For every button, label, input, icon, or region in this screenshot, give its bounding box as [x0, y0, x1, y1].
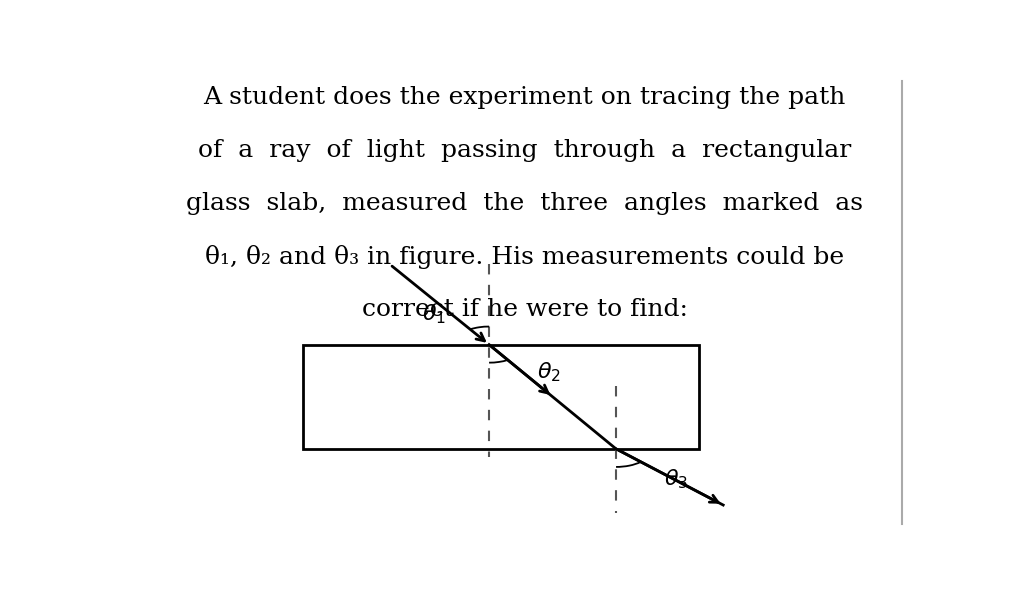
Text: glass  slab,  measured  the  three  angles  marked  as: glass slab, measured the three angles ma… — [186, 192, 863, 215]
Text: of  a  ray  of  light  passing  through  a  rectangular: of a ray of light passing through a rect… — [199, 139, 851, 162]
Text: $\theta_2$: $\theta_2$ — [537, 361, 560, 385]
Text: $\theta_3$: $\theta_3$ — [664, 467, 688, 491]
Text: A student does the experiment on tracing the path: A student does the experiment on tracing… — [204, 86, 846, 108]
Text: $\theta_1$: $\theta_1$ — [422, 302, 445, 326]
Text: correct if he were to find:: correct if he were to find: — [361, 298, 688, 321]
Text: θ₁, θ₂ and θ₃ in figure. His measurements could be: θ₁, θ₂ and θ₃ in figure. His measurement… — [205, 245, 845, 269]
Bar — [303, 344, 699, 449]
